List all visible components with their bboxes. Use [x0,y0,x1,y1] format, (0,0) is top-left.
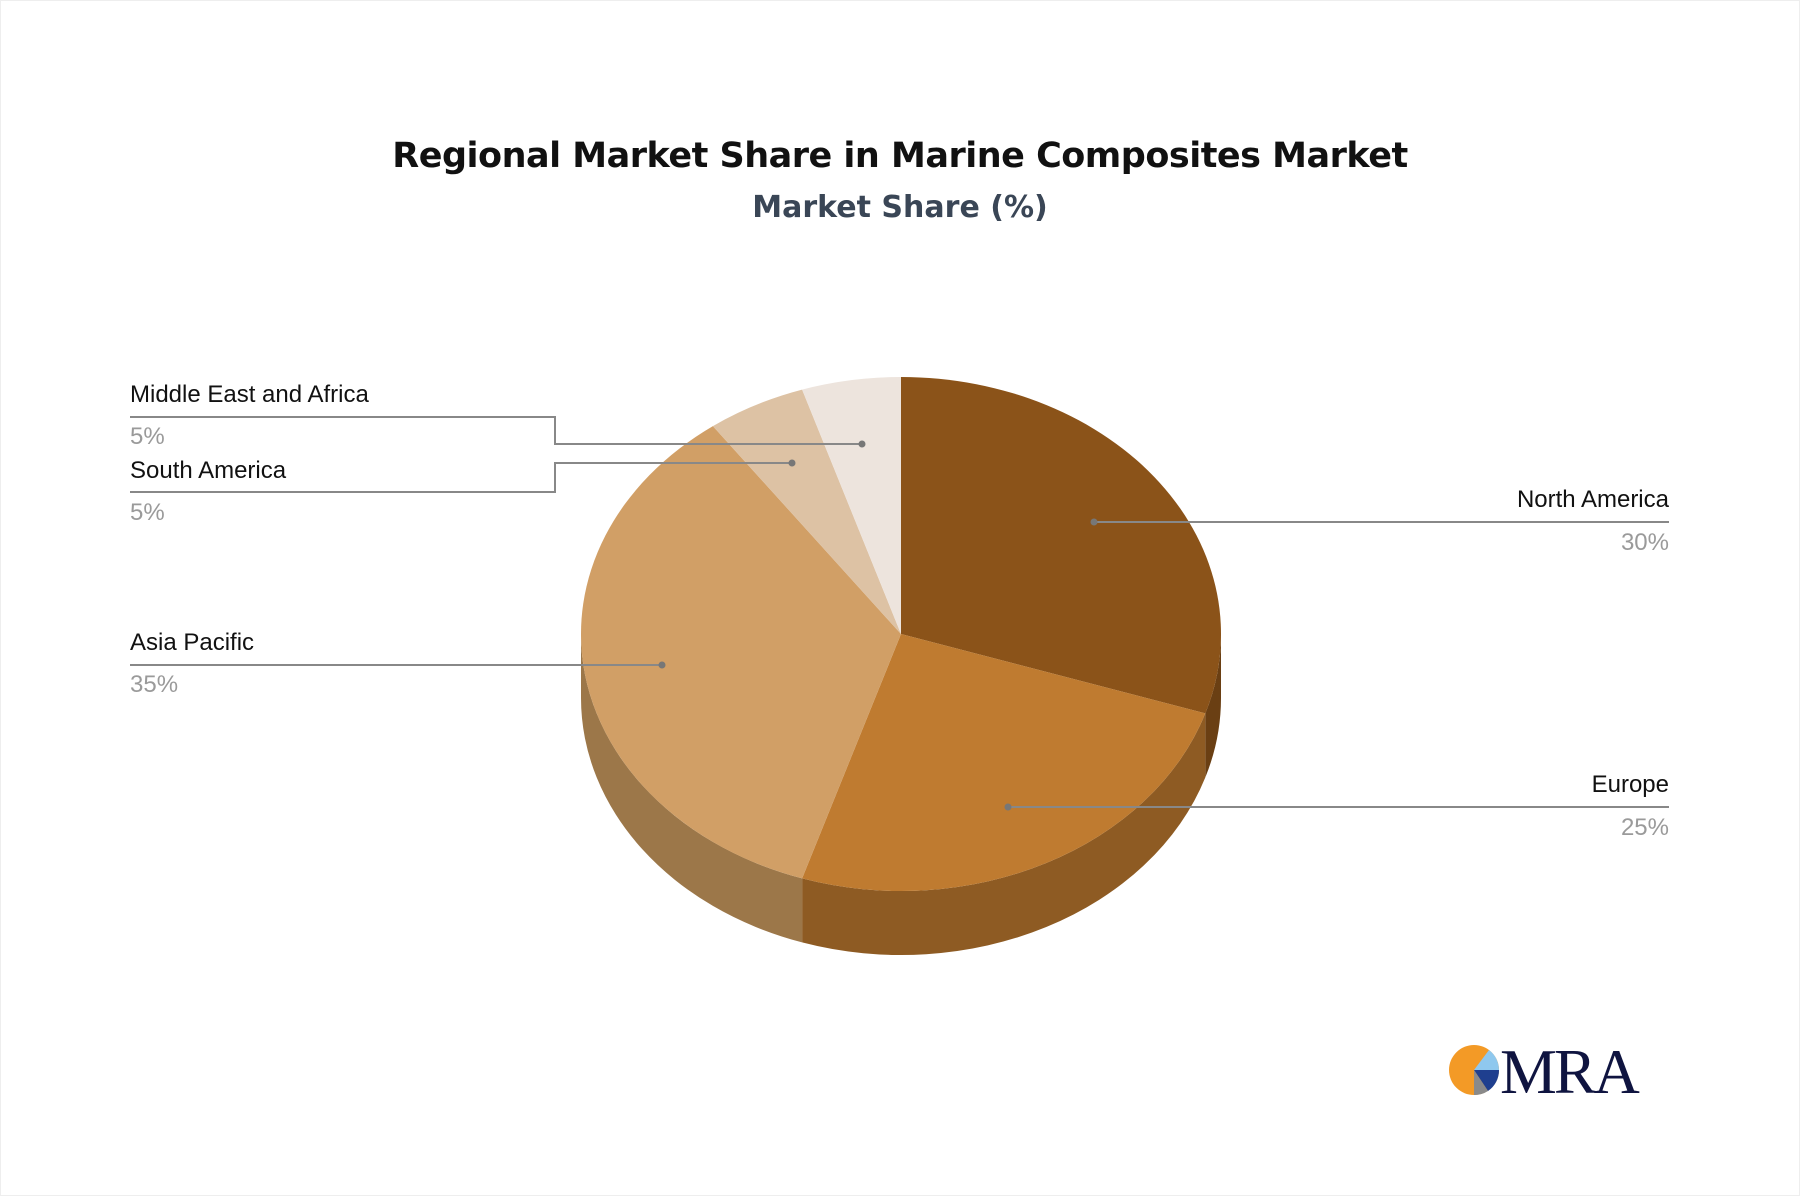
pie-side-europe [802,713,1206,955]
value-north-america: 30% [1620,529,1669,556]
mra-logo: MRA [1449,1040,1643,1107]
value-europe: 25% [1620,814,1669,841]
label-europe: Europe [1591,771,1669,798]
label-middle-east-africa: Middle East and Africa [130,381,369,408]
leader-line-south-america [130,462,792,493]
svg-text:MRA: MRA [1500,1040,1640,1107]
value-middle-east-africa: 5% [130,423,165,450]
leader-dot-north-america [1090,518,1098,526]
pie-side-north-america [1205,634,1221,778]
pie-side-asia-pacific [581,634,803,943]
value-south-america: 5% [130,499,165,526]
value-asia-pacific: 35% [130,671,179,698]
pie-slice-asia-pacific[interactable] [580,426,901,879]
pie-slice-middle-east-and-africa[interactable] [802,377,901,634]
pie-slice-north-america[interactable] [901,377,1221,714]
chart-title: Regional Market Share in Marine Composit… [392,136,1408,176]
leader-line-middle-east-africa [130,416,862,445]
label-south-america: South America [130,457,287,484]
label-north-america: North America [1516,486,1669,513]
pie-slice-south-america[interactable] [712,389,901,634]
leader-dot-middle-east-africa [858,440,866,448]
leader-dot-asia-pacific [658,661,666,669]
pie-slice-europe[interactable] [802,634,1206,891]
leader-dot-south-america [788,459,796,467]
leader-dot-europe [1004,803,1012,811]
label-asia-pacific: Asia Pacific [130,629,255,656]
chart-subtitle: Market Share (%) [752,190,1048,225]
